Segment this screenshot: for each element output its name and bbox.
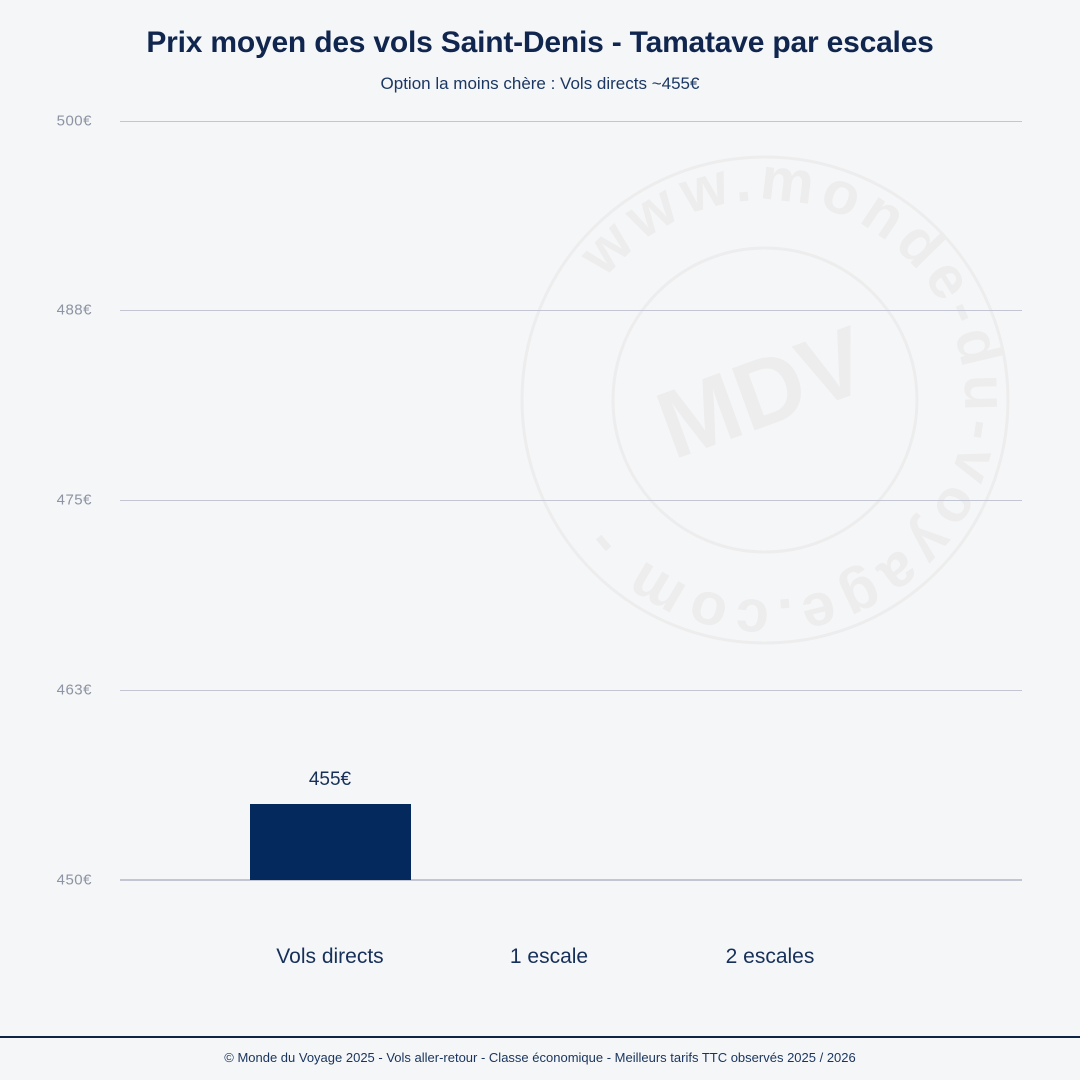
- axis-baseline-450: [120, 879, 1022, 881]
- chart-subtitle: Option la moins chère : Vols directs ~45…: [380, 74, 700, 93]
- category-label-2-escales: 2 escales: [725, 945, 815, 968]
- gridline-500: [120, 121, 1022, 122]
- gridline-475: [120, 500, 1022, 501]
- gridline-463: [120, 690, 1022, 691]
- category-label-1-escale: 1 escale: [509, 945, 589, 968]
- footer-caption: © Monde du Voyage 2025 - Vols aller-reto…: [224, 1050, 856, 1065]
- category-label-vols-directs: Vols directs: [276, 945, 384, 968]
- ytick-label-463: 463€: [56, 681, 92, 699]
- bar-value-vols-directs: 455€: [308, 769, 352, 790]
- bar-vols-directs[interactable]: [250, 804, 411, 880]
- ytick-label-450: 450€: [56, 871, 92, 889]
- footer-divider: [0, 1036, 1080, 1038]
- ytick-label-500: 500€: [56, 112, 92, 130]
- ytick-label-475: 475€: [56, 491, 92, 509]
- ytick-label-488: 488€: [56, 301, 92, 319]
- page-title: Prix moyen des vols Saint-Denis - Tamata…: [146, 26, 934, 59]
- plot-area: 455€: [120, 121, 1022, 881]
- gridline-488: [120, 310, 1022, 311]
